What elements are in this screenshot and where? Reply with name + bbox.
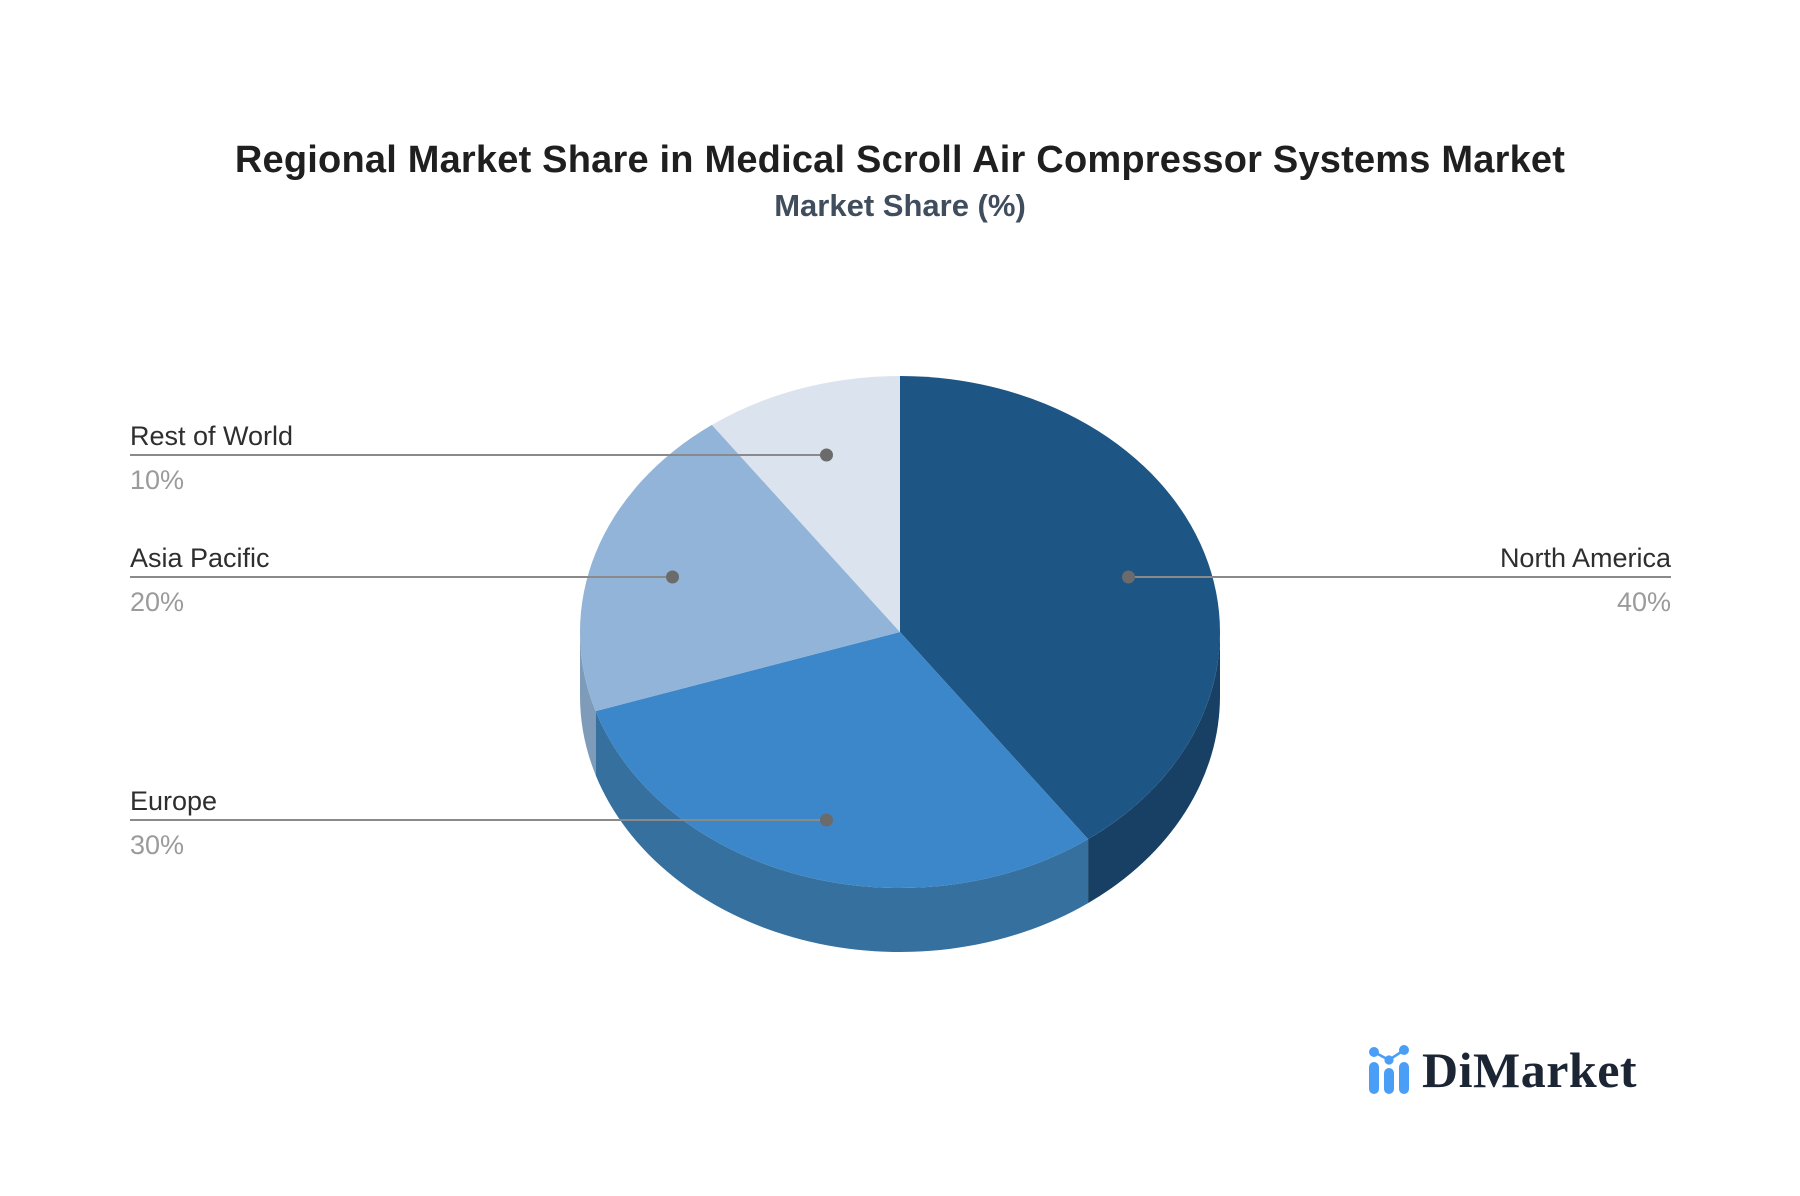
bar-chart-logo-icon (1369, 1045, 1409, 1094)
callout-value: 10% (130, 465, 185, 495)
callout-rest-of-world: Rest of World 10% (130, 420, 833, 496)
callout-europe: Europe 30% (130, 785, 833, 861)
pie-slice-asia-pacific[interactable] (580, 424, 900, 712)
callout-label: Asia Pacific (130, 543, 270, 573)
leader-dot (820, 448, 833, 462)
callout-label: Rest of World (130, 421, 294, 451)
chart-subtitle: Market Share (%) (774, 188, 1026, 223)
callout-asia-pacific: Asia Pacific 20% (130, 542, 679, 618)
callout-label: Europe (130, 786, 218, 816)
pie-slice-north-america[interactable] (900, 376, 1221, 840)
leader-dot (1122, 570, 1135, 584)
chart-title: Regional Market Share in Medical Scroll … (234, 139, 1566, 181)
pie-side-europe[interactable] (595, 711, 1089, 952)
brand-watermark: DiMarket (1366, 1041, 1637, 1095)
leader-line (130, 448, 833, 462)
brand-name: DiMarket (1422, 1042, 1638, 1098)
callout-value: 20% (130, 587, 185, 617)
callout-label: North America (1499, 543, 1671, 573)
leader-dot (666, 570, 679, 584)
leader-line (1122, 570, 1671, 584)
leader-line (130, 570, 679, 584)
callout-north-america: North America 40% (1122, 542, 1671, 618)
leader-line (130, 813, 833, 827)
pie-side-asia-pacific[interactable] (580, 632, 596, 776)
chart-header: Regional Market Share in Medical Scroll … (0, 138, 1800, 224)
callout-value: 30% (130, 830, 185, 860)
pie-slice-europe[interactable] (595, 632, 1089, 888)
callout-value: 40% (1616, 587, 1671, 617)
leader-dot (820, 813, 833, 827)
pie-slice-rest-of-world[interactable] (711, 376, 900, 632)
pie-side-north-america[interactable] (1088, 632, 1220, 904)
